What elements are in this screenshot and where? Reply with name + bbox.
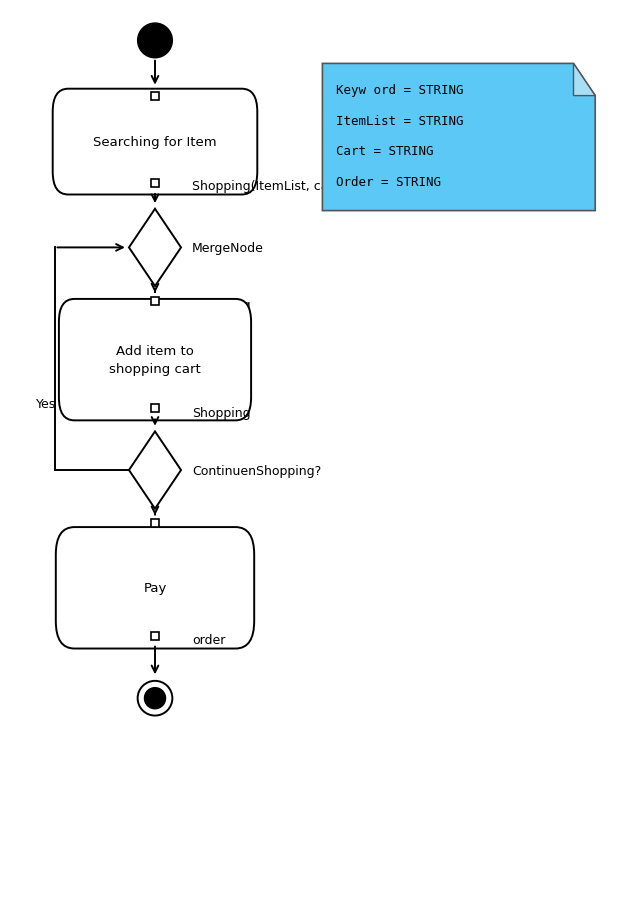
Text: Yes: Yes xyxy=(37,398,56,411)
Bar xyxy=(151,298,159,305)
Text: Add item to
shopping cart: Add item to shopping cart xyxy=(109,345,201,376)
Text: Cart = STRING: Cart = STRING xyxy=(336,145,433,158)
Polygon shape xyxy=(322,64,595,211)
Polygon shape xyxy=(129,432,181,509)
Text: Pay: Pay xyxy=(143,582,167,595)
Bar xyxy=(151,93,159,100)
Bar xyxy=(151,520,159,528)
Text: MergeNode: MergeNode xyxy=(192,242,264,255)
Polygon shape xyxy=(129,210,181,287)
Ellipse shape xyxy=(138,24,172,59)
Text: Shopping: Shopping xyxy=(192,406,251,419)
Text: Shopping(ItemList, cart): Shopping(ItemList, cart) xyxy=(192,180,343,193)
Text: ItemList = STRING: ItemList = STRING xyxy=(336,115,464,128)
Text: Searching for Item: Searching for Item xyxy=(93,136,217,149)
Polygon shape xyxy=(574,64,595,96)
Text: Shopping: Shopping xyxy=(192,299,251,312)
Text: No: No xyxy=(167,527,184,539)
Text: Order = STRING: Order = STRING xyxy=(336,176,441,188)
Bar xyxy=(151,405,159,413)
Text: Shopping: Shopping xyxy=(192,531,251,544)
Text: ContinuenShopping?: ContinuenShopping? xyxy=(192,464,321,477)
FancyBboxPatch shape xyxy=(56,528,254,649)
Ellipse shape xyxy=(144,688,166,709)
Text: order: order xyxy=(192,633,226,646)
Text: Keyword: Keyword xyxy=(192,93,246,106)
Ellipse shape xyxy=(138,681,172,716)
FancyBboxPatch shape xyxy=(53,90,257,195)
FancyBboxPatch shape xyxy=(59,300,251,421)
Bar xyxy=(151,632,159,640)
Text: Keyw ord = STRING: Keyw ord = STRING xyxy=(336,84,464,96)
Bar xyxy=(151,180,159,187)
